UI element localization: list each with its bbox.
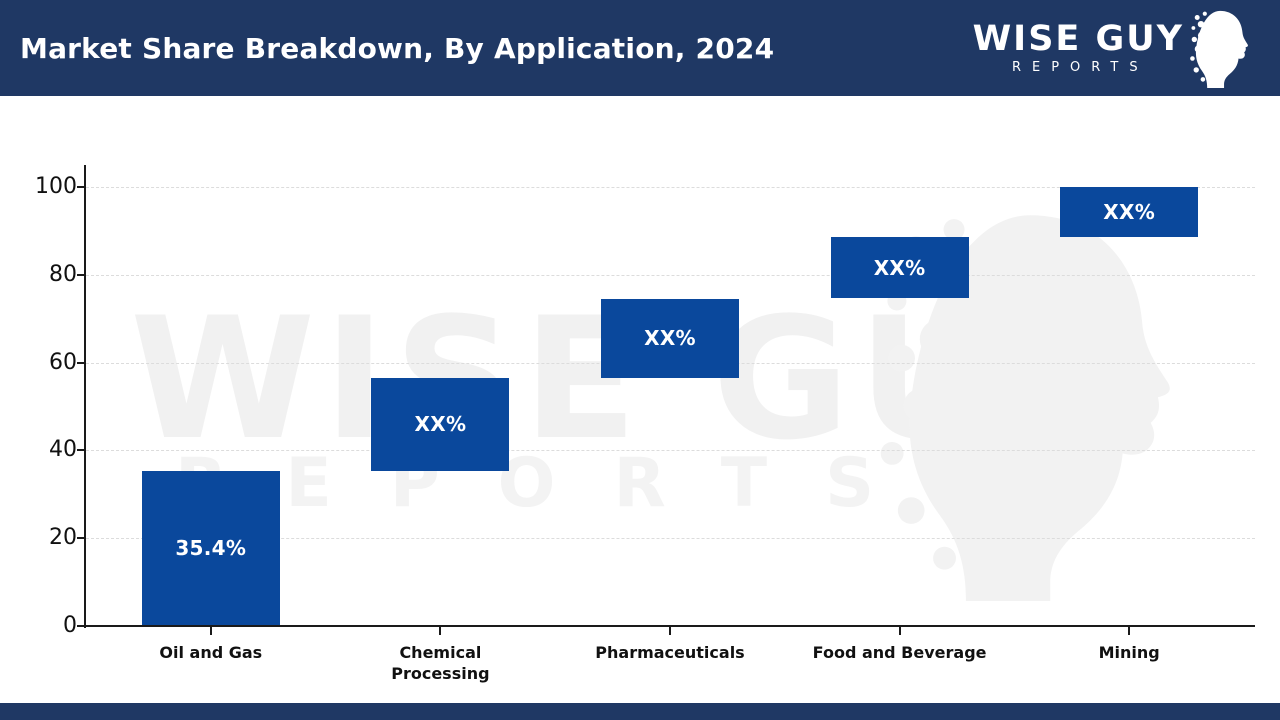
gridline-40 (86, 450, 1255, 452)
wiseguy-logo: WISE GUY REPORTS (973, 8, 1252, 88)
bar-food-and-beverage: XX% (830, 237, 969, 299)
gridline-20 (86, 538, 1255, 540)
logo-wordmark-line1: WISE GUY (972, 19, 1184, 59)
bar-value-label-chemical-processing: XX% (414, 412, 467, 437)
y-axis-spine (84, 165, 86, 628)
y-tick-mark-20 (77, 537, 85, 540)
logo-wordmark-line2: REPORTS (1011, 60, 1149, 75)
x-axis-label-chemical-processing: Chemical Processing (391, 643, 490, 684)
y-tick-label-100: 100 (35, 174, 77, 199)
x-tick-mark-oil-and-gas (209, 627, 212, 635)
x-tick-mark-mining (1128, 627, 1131, 635)
y-tick-mark-80 (77, 273, 85, 276)
x-tick-mark-food-and-beverage (898, 627, 901, 635)
y-tick-label-60: 60 (49, 349, 77, 375)
y-tick-mark-60 (77, 361, 85, 364)
bar-value-label-mining: XX% (1103, 199, 1156, 224)
gridline-80 (86, 274, 1255, 276)
bar-value-label-oil-and-gas: 35.4% (175, 536, 247, 561)
x-axis-label-pharmaceuticals: Pharmaceuticals (595, 643, 745, 662)
x-axis-label-food-and-beverage: Food and Beverage (812, 643, 987, 662)
chart-area: WISE GUY REPORTS 0 20 40 60 80 100 35.4% XX% XX%… (0, 96, 1280, 704)
bar-oil-and-gas: 35.4% (141, 470, 280, 626)
wiseguy-head-icon (1190, 10, 1248, 88)
x-axis-label-mining: Mining (1098, 643, 1160, 662)
y-tick-mark-100 (77, 186, 85, 188)
y-tick-label-80: 80 (49, 261, 77, 287)
y-tick-label-0: 0 (63, 613, 77, 638)
x-tick-mark-pharmaceuticals (669, 627, 671, 635)
watermark-line2: REPORTS (175, 444, 933, 523)
bar-value-label-food-and-beverage: XX% (873, 255, 926, 280)
y-tick-mark-40 (77, 449, 85, 452)
header-bar: Market Share Breakdown, By Application, … (0, 0, 1280, 96)
gridline-100 (86, 187, 1255, 188)
bar-pharmaceuticals: XX% (601, 299, 739, 378)
footer-bar (0, 703, 1280, 720)
logo-wordmark: WISE GUY REPORTS (972, 19, 1184, 75)
x-tick-mark-chemical-processing (439, 627, 442, 635)
x-axis-label-oil-and-gas: Oil and Gas (159, 643, 263, 662)
bar-chemical-processing: XX% (371, 377, 510, 471)
x-axis-spine (84, 625, 1255, 627)
y-tick-mark-0 (77, 625, 85, 627)
bar-mining: XX% (1060, 187, 1199, 237)
page-title: Market Share Breakdown, By Application, … (20, 31, 775, 65)
y-tick-label-20: 20 (49, 525, 77, 551)
bar-value-label-pharmaceuticals: XX% (644, 326, 696, 351)
y-tick-label-40: 40 (49, 437, 77, 463)
